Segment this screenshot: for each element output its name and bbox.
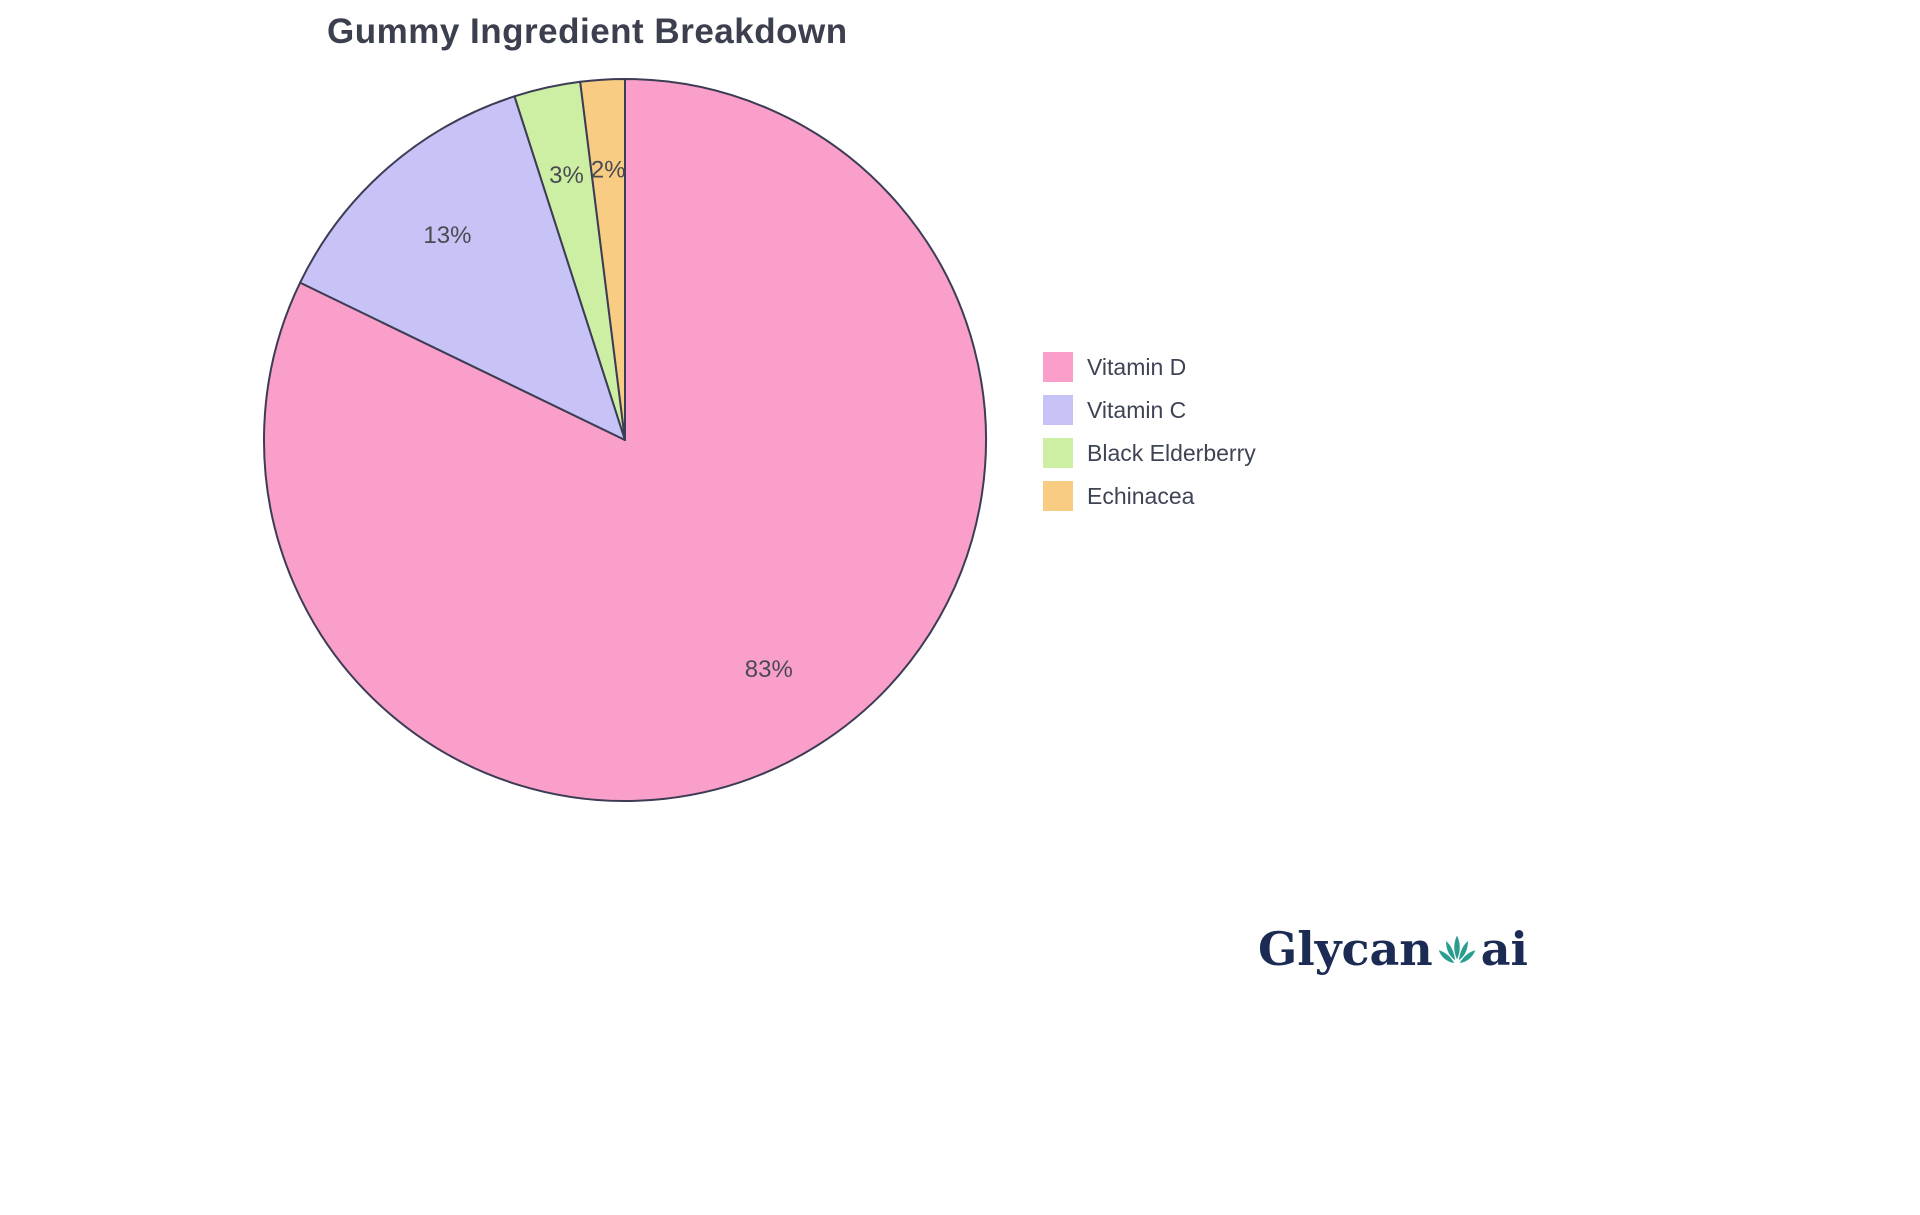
brand-text-right: ai (1480, 922, 1529, 976)
legend-swatch-echinacea (1043, 481, 1073, 511)
legend-swatch-black-elderberry (1043, 438, 1073, 468)
legend-item-vitamin-c: Vitamin C (1043, 395, 1256, 425)
brand-text-left: Glycan (1258, 922, 1433, 976)
legend-label: Black Elderberry (1087, 439, 1256, 466)
legend-item-black-elderberry: Black Elderberry (1043, 438, 1256, 468)
percent-label-vitamin-c: 13% (423, 222, 471, 249)
legend-label: Vitamin C (1087, 396, 1187, 423)
legend-label: Vitamin D (1087, 353, 1187, 380)
legend: Vitamin D Vitamin C Black Elderberry Ech… (1043, 352, 1256, 511)
brand-logo: Glycan ai (1258, 922, 1528, 976)
percent-label-black-elderberry: 3% (549, 162, 584, 189)
legend-label: Echinacea (1087, 482, 1195, 509)
percent-label-echinacea: 2% (591, 156, 626, 183)
percent-label-vitamin-d: 83% (745, 656, 793, 683)
legend-swatch-vitamin-d (1043, 352, 1073, 382)
legend-item-vitamin-d: Vitamin D (1043, 352, 1256, 382)
legend-item-echinacea: Echinacea (1043, 481, 1256, 511)
pie-slice-vitamin-c (299, 95, 626, 441)
chart-title: Gummy Ingredient Breakdown (327, 12, 848, 51)
lotus-icon (1435, 930, 1479, 974)
legend-swatch-vitamin-c (1043, 395, 1073, 425)
pie-slice-echinacea (579, 78, 626, 441)
